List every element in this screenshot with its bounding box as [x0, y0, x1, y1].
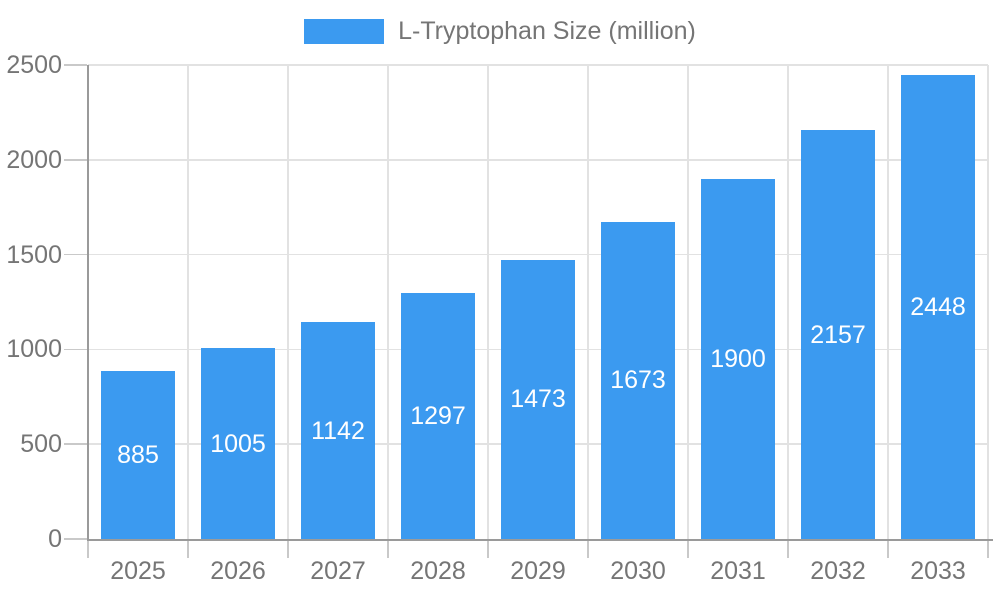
bar-2027[interactable]: 1142 — [301, 322, 375, 539]
v-gridline — [487, 65, 489, 539]
bar-2028[interactable]: 1297 — [401, 293, 475, 539]
bar-value-label: 1473 — [510, 385, 566, 414]
x-axis-tick-label: 2026 — [210, 557, 266, 585]
v-gridline — [287, 65, 289, 539]
y-axis-tick — [64, 159, 87, 161]
x-axis-tick-label: 2029 — [510, 557, 566, 585]
bar-value-label: 1005 — [210, 429, 266, 458]
y-axis-line — [87, 65, 89, 539]
v-gridline — [587, 65, 589, 539]
x-axis-tick — [987, 540, 989, 558]
x-axis-tick — [387, 540, 389, 558]
bar-2030[interactable]: 1673 — [601, 221, 675, 539]
y-axis-tick — [64, 443, 87, 445]
x-axis-tick-label: 2030 — [610, 557, 666, 585]
v-gridline — [887, 65, 889, 539]
x-axis-tick — [487, 540, 489, 558]
bar-value-label: 2157 — [810, 320, 866, 349]
x-axis-tick — [287, 540, 289, 558]
y-axis-tick — [64, 253, 87, 256]
x-axis-tick-label: 2025 — [110, 557, 166, 585]
x-axis-tick — [887, 540, 889, 558]
x-axis-tick-label: 2028 — [410, 557, 466, 585]
v-gridline — [687, 65, 689, 539]
x-axis-tick — [587, 540, 589, 558]
legend[interactable]: L-Tryptophan Size (million) — [0, 17, 1000, 46]
v-gridline — [787, 65, 789, 539]
x-axis-tick — [87, 540, 89, 558]
x-axis-tick-label: 2032 — [810, 557, 866, 585]
bar-2025[interactable]: 885 — [101, 371, 175, 539]
y-axis-tick-label: 2000 — [6, 145, 62, 174]
x-axis-tick — [187, 540, 189, 558]
x-axis-tick — [787, 540, 789, 558]
h-gridline — [88, 253, 988, 256]
x-axis-line — [87, 538, 993, 541]
bar-value-label: 1142 — [311, 416, 365, 445]
y-axis-tick-label: 500 — [20, 430, 62, 459]
bar-value-label: 2448 — [910, 292, 966, 321]
y-axis-tick-label: 1500 — [6, 240, 62, 269]
h-gridline — [88, 64, 988, 66]
x-axis-tick — [687, 540, 689, 558]
x-axis-tick-label: 2031 — [710, 557, 766, 585]
bar-2033[interactable]: 2448 — [901, 74, 975, 539]
v-gridline — [387, 65, 389, 539]
plot-area: 885 1005 1142 1297 1473 1673 1900 2157 2448 — [88, 64, 989, 539]
y-axis-tick — [64, 538, 87, 540]
bar-value-label: 1297 — [410, 402, 466, 431]
bar-value-label: 1673 — [610, 366, 666, 395]
h-gridline — [88, 159, 988, 161]
y-axis-tick — [64, 348, 87, 351]
bar-2031[interactable]: 1900 — [701, 178, 775, 539]
v-gridline — [187, 65, 189, 539]
bar-2026[interactable]: 1005 — [201, 348, 275, 539]
v-gridline — [987, 65, 989, 539]
bar-2029[interactable]: 1473 — [501, 259, 575, 539]
y-axis-tick-label: 0 — [48, 525, 62, 553]
y-axis-tick-label: 1000 — [6, 335, 62, 364]
y-axis-tick — [64, 64, 87, 66]
bar-2032[interactable]: 2157 — [801, 130, 875, 539]
legend-swatch — [304, 19, 385, 44]
x-axis-tick-label: 2033 — [910, 557, 966, 585]
bar-value-label: 1900 — [710, 344, 766, 373]
bar-value-label: 885 — [117, 441, 159, 470]
y-axis-tick-label: 2500 — [6, 51, 62, 79]
x-axis-tick-label: 2027 — [310, 557, 366, 585]
legend-label: L-Tryptophan Size (million) — [398, 17, 696, 45]
